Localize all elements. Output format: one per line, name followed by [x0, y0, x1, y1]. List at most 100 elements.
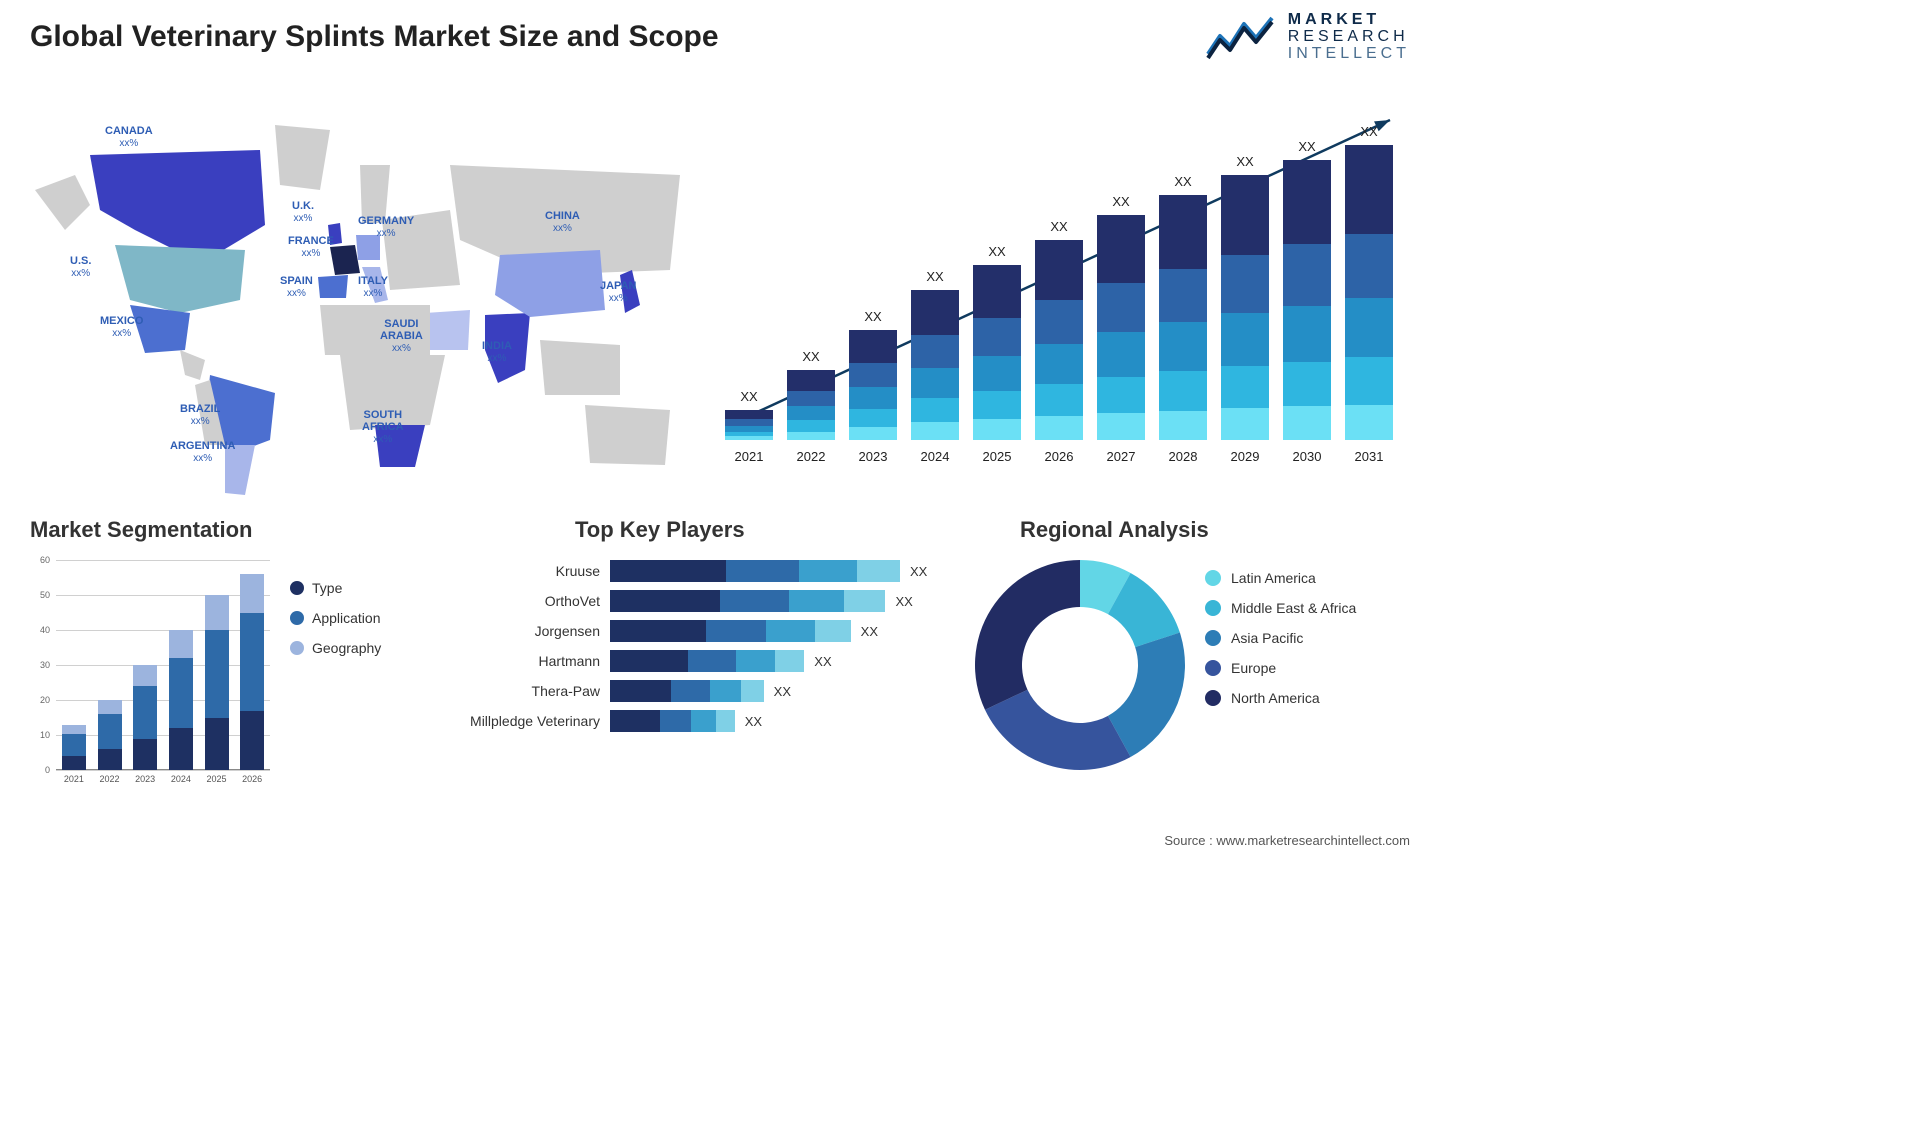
player-row: Thera-Paw XX — [440, 680, 950, 702]
main-bar-xlabel: 2025 — [973, 449, 1021, 464]
main-bar-xlabel: 2023 — [849, 449, 897, 464]
seg-xlabel: 2022 — [98, 774, 122, 784]
main-bar-value-label: XX — [973, 244, 1021, 259]
map-label-argentina: ARGENTINAxx% — [170, 440, 235, 464]
segmentation-bar-chart: 0102030405060 202120222023202420252026 — [30, 560, 270, 800]
seg-bar-2023 — [133, 665, 157, 770]
map-label-saudi-arabia: SAUDIARABIAxx% — [380, 318, 423, 354]
player-row: Kruuse XX — [440, 560, 950, 582]
regional-legend-item: Asia Pacific — [1205, 630, 1356, 646]
map-label-brazil: BRAZILxx% — [180, 403, 220, 427]
main-bar-xlabel: 2022 — [787, 449, 835, 464]
player-name: Kruuse — [440, 563, 610, 579]
source-attribution: Source : www.marketresearchintellect.com — [1164, 833, 1410, 848]
main-bar-2031 — [1345, 145, 1393, 440]
player-name: Millpledge Veterinary — [440, 713, 610, 729]
main-bar-xlabel: 2021 — [725, 449, 773, 464]
main-bar-value-label: XX — [787, 349, 835, 364]
main-bar-2021 — [725, 410, 773, 440]
brand-logo: MARKET RESEARCH INTELLECT — [1206, 12, 1410, 62]
seg-bar-2021 — [62, 725, 86, 770]
map-region-aus — [585, 405, 670, 465]
seg-xlabel: 2026 — [240, 774, 264, 784]
main-bar-value-label: XX — [1221, 154, 1269, 169]
map-label-france: FRANCExx% — [288, 235, 334, 259]
map-label-canada: CANADAxx% — [105, 125, 153, 149]
player-name: OrthoVet — [440, 593, 610, 609]
seg-xlabel: 2025 — [205, 774, 229, 784]
seg-xlabel: 2023 — [133, 774, 157, 784]
seg-bar-2024 — [169, 630, 193, 770]
main-bar-xlabel: 2027 — [1097, 449, 1145, 464]
world-map: CANADAxx%U.S.xx%MEXICOxx%BRAZILxx%ARGENT… — [30, 95, 690, 495]
regional-heading: Regional Analysis — [1020, 517, 1209, 543]
regional-legend-item: Europe — [1205, 660, 1356, 676]
map-label-china: CHINAxx% — [545, 210, 580, 234]
player-value: XX — [814, 654, 831, 669]
main-bar-xlabel: 2024 — [911, 449, 959, 464]
map-label-u.k.: U.K.xx% — [292, 200, 314, 224]
seg-bar-2025 — [205, 595, 229, 770]
map-region-france — [330, 245, 360, 275]
main-bar-2028 — [1159, 195, 1207, 440]
seg-legend-item: Application — [290, 610, 381, 626]
main-bar-value-label: XX — [849, 309, 897, 324]
main-bar-2022 — [787, 370, 835, 440]
map-region-centralam — [180, 350, 205, 380]
market-size-bar-chart: 2021202220232024202520262027202820292030… — [720, 100, 1410, 470]
map-label-spain: SPAINxx% — [280, 275, 313, 299]
main-bar-value-label: XX — [1097, 194, 1145, 209]
main-bar-xlabel: 2026 — [1035, 449, 1083, 464]
player-value: XX — [895, 594, 912, 609]
seg-bar-2026 — [240, 574, 264, 770]
regional-legend-item: North America — [1205, 690, 1356, 706]
logo-icon — [1206, 14, 1276, 60]
main-bar-2023 — [849, 330, 897, 440]
page-title: Global Veterinary Splints Market Size an… — [30, 20, 719, 54]
main-bar-2030 — [1283, 160, 1331, 440]
main-bar-xlabel: 2031 — [1345, 449, 1393, 464]
map-label-italy: ITALYxx% — [358, 275, 388, 299]
donut-slice-europe — [985, 690, 1131, 770]
regional-legend: Latin AmericaMiddle East & AfricaAsia Pa… — [1205, 570, 1356, 720]
seg-xlabel: 2024 — [169, 774, 193, 784]
logo-line-2: RESEARCH — [1288, 29, 1410, 46]
map-label-south-africa: SOUTHAFRICAxx% — [362, 409, 404, 445]
top-key-players-chart: KruuseXXOrthoVetXXJorgensenXXHartmannXXT… — [440, 560, 950, 740]
logo-line-1: MARKET — [1288, 12, 1410, 29]
player-row: Hartmann XX — [440, 650, 950, 672]
main-bar-xlabel: 2028 — [1159, 449, 1207, 464]
map-label-mexico: MEXICOxx% — [100, 315, 143, 339]
player-row: JorgensenXX — [440, 620, 950, 642]
map-region-spain — [318, 275, 348, 298]
player-name: Jorgensen — [440, 623, 610, 639]
map-region-china — [495, 250, 605, 317]
main-bar-value-label: XX — [911, 269, 959, 284]
map-label-germany: GERMANYxx% — [358, 215, 414, 239]
logo-line-3: INTELLECT — [1288, 46, 1410, 63]
player-value: XX — [910, 564, 927, 579]
player-value: XX — [774, 684, 791, 699]
map-region-sea — [540, 340, 620, 395]
seg-legend-item: Type — [290, 580, 381, 596]
map-label-india: INDIAxx% — [482, 340, 512, 364]
main-bar-2029 — [1221, 175, 1269, 440]
main-bar-value-label: XX — [725, 389, 773, 404]
main-bar-value-label: XX — [1159, 174, 1207, 189]
main-bar-2024 — [911, 290, 959, 440]
main-bar-value-label: XX — [1345, 124, 1393, 139]
seg-legend-item: Geography — [290, 640, 381, 656]
map-region-canada — [90, 150, 265, 255]
player-name: Thera-Paw — [440, 683, 610, 699]
seg-xlabel: 2021 — [62, 774, 86, 784]
map-region-u.s. — [115, 245, 245, 313]
main-bar-2026 — [1035, 240, 1083, 440]
players-heading: Top Key Players — [575, 517, 745, 543]
main-bar-2027 — [1097, 215, 1145, 440]
player-value: XX — [745, 714, 762, 729]
main-bar-2025 — [973, 265, 1021, 440]
main-bar-xlabel: 2029 — [1221, 449, 1269, 464]
donut-slice-north-america — [975, 560, 1080, 710]
map-region-alaska — [35, 175, 90, 230]
player-name: Hartmann — [440, 653, 610, 669]
